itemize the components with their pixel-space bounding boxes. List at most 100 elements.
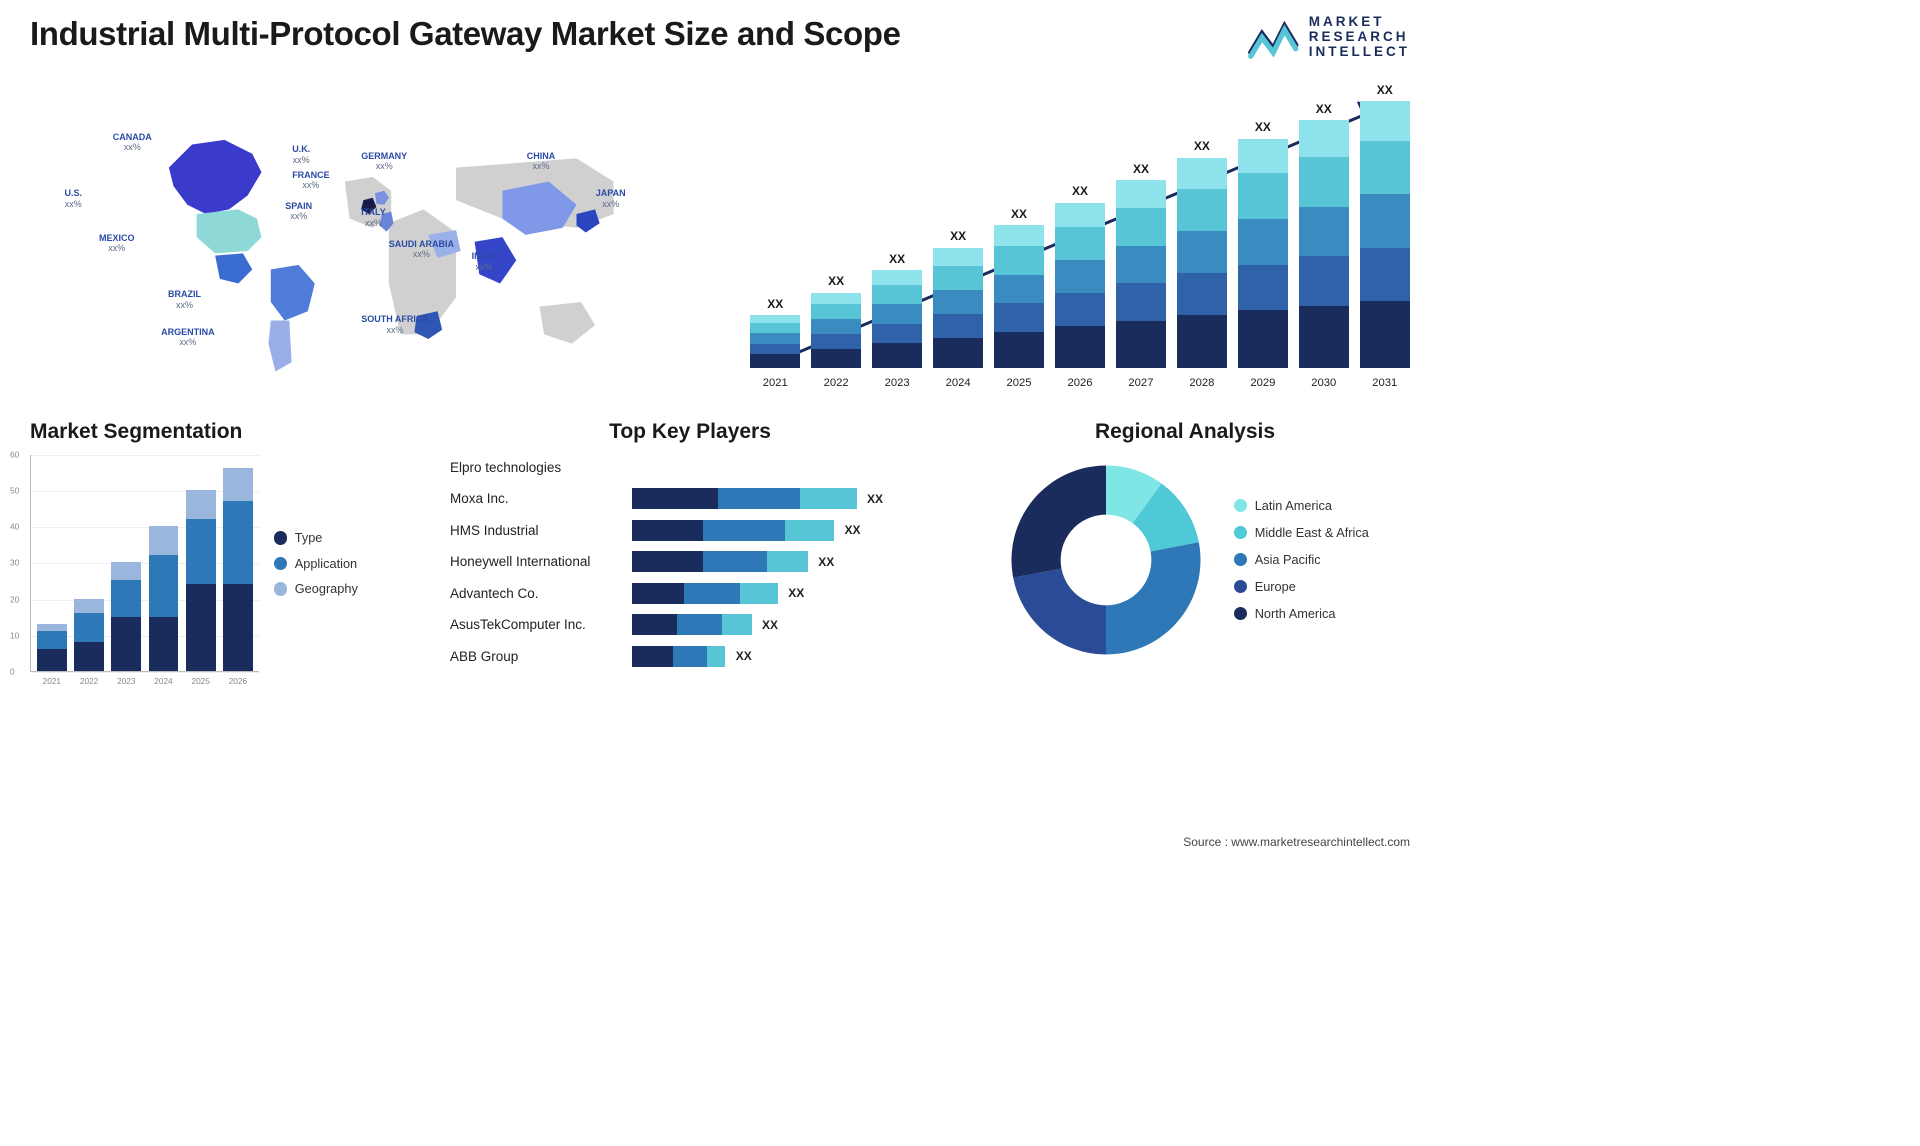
growth-bar-2022: XX2022	[811, 274, 861, 368]
segmentation-panel: Market Segmentation 01020304050602021202…	[30, 420, 420, 672]
player-value: XX	[736, 649, 752, 663]
player-name: Elpro technologies	[450, 460, 623, 475]
player-value: XX	[762, 618, 778, 632]
growth-bar-year: 2031	[1360, 377, 1410, 389]
legend-dot-icon	[1234, 607, 1248, 621]
legend-dot-icon	[1234, 499, 1248, 513]
growth-bar-year: 2028	[1177, 377, 1227, 389]
regional-legend-label: North America	[1255, 606, 1336, 621]
players-panel: Top Key Players Elpro technologiesMoxa I…	[450, 420, 930, 672]
player-name: AsusTekComputer Inc.	[450, 617, 623, 632]
growth-bar-seg	[1055, 326, 1105, 367]
seg-bar-seg	[111, 562, 141, 580]
player-bar-seg	[673, 646, 707, 667]
map-label-italy: ITALYxx%	[361, 207, 386, 228]
regional-legend-item: Europe	[1234, 579, 1369, 594]
seg-bar-seg	[186, 584, 216, 671]
growth-bar-seg	[872, 270, 922, 285]
seg-bar-year: 2025	[186, 677, 216, 686]
growth-bar-seg	[1299, 306, 1349, 368]
player-bar-wrap: XX	[632, 488, 931, 509]
growth-bar-seg	[872, 285, 922, 305]
regional-legend-label: Europe	[1255, 579, 1296, 594]
growth-bar-seg	[811, 349, 861, 368]
growth-bar-seg	[1116, 246, 1166, 284]
growth-bar-2028: XX2028	[1177, 139, 1227, 368]
seg-gridline	[31, 672, 259, 673]
regional-legend-item: Middle East & Africa	[1234, 525, 1369, 540]
seg-bar-2022: 2022	[74, 599, 104, 672]
legend-dot-icon	[274, 531, 288, 545]
growth-bar-seg	[1360, 248, 1410, 301]
seg-bar-seg	[74, 599, 104, 614]
player-bar-seg	[703, 551, 767, 572]
growth-bar-seg	[811, 334, 861, 349]
growth-bar-year: 2030	[1299, 377, 1349, 389]
player-bar-seg	[718, 488, 801, 509]
player-bar-seg	[684, 583, 740, 604]
map-label-brazil: BRAZILxx%	[168, 289, 201, 310]
player-bar	[632, 551, 808, 572]
growth-bar-seg	[933, 314, 983, 338]
seg-bar-2026: 2026	[223, 468, 253, 671]
map-region-argentina	[268, 321, 291, 372]
seg-bar-seg	[37, 649, 67, 671]
regional-legend-item: North America	[1234, 606, 1369, 621]
seg-bar-2021: 2021	[37, 624, 67, 671]
map-label-germany: GERMANYxx%	[361, 151, 407, 172]
player-bar-seg	[767, 551, 808, 572]
player-value: XX	[845, 523, 861, 537]
growth-bar-seg	[994, 246, 1044, 275]
logo-mark-icon	[1247, 15, 1300, 60]
growth-bar-seg	[1299, 256, 1349, 306]
seg-bar-seg	[223, 584, 253, 671]
regional-legend: Latin AmericaMiddle East & AfricaAsia Pa…	[1234, 498, 1369, 621]
player-bar-seg	[632, 520, 703, 541]
growth-bar-seg	[872, 304, 922, 324]
seg-bar-seg	[186, 519, 216, 584]
growth-bar-2030: XX2030	[1299, 102, 1349, 368]
growth-bar-seg	[1116, 321, 1166, 368]
player-bar-seg	[632, 488, 718, 509]
brand-logo: MARKET RESEARCH INTELLECT	[1247, 15, 1410, 60]
player-bar-wrap: XX	[632, 614, 931, 635]
map-label-spain: SPAINxx%	[285, 201, 312, 222]
growth-bar-seg	[1299, 207, 1349, 257]
legend-dot-icon	[274, 582, 288, 596]
growth-bar-2021: XX2021	[750, 297, 800, 368]
seg-legend-item: Application	[274, 556, 358, 571]
growth-bar-seg	[1116, 283, 1166, 321]
player-value: XX	[867, 492, 883, 506]
player-bar-seg	[785, 520, 834, 541]
seg-bar-2023: 2023	[111, 562, 141, 671]
growth-bar-value: XX	[1116, 162, 1166, 176]
growth-bar-value: XX	[872, 252, 922, 266]
seg-ytick: 50	[10, 486, 19, 495]
growth-bar-year: 2022	[811, 377, 861, 389]
regional-donut-chart	[1001, 455, 1211, 665]
seg-bar-seg	[186, 490, 216, 519]
player-bar-seg	[677, 614, 722, 635]
growth-bar-2027: XX2027	[1116, 162, 1166, 368]
growth-chart: XX2021XX2022XX2023XX2024XX2025XX2026XX20…	[750, 75, 1410, 390]
growth-bar-seg	[750, 333, 800, 344]
regional-panel: Regional Analysis Latin AmericaMiddle Ea…	[960, 420, 1410, 672]
growth-bar-value: XX	[933, 229, 983, 243]
seg-bar-seg	[149, 617, 179, 671]
growth-bar-year: 2025	[994, 377, 1044, 389]
growth-bar-seg	[1055, 203, 1105, 228]
seg-bar-year: 2021	[37, 677, 67, 686]
regional-legend-item: Asia Pacific	[1234, 552, 1369, 567]
growth-bar-seg	[1116, 208, 1166, 246]
page-title: Industrial Multi-Protocol Gateway Market…	[30, 15, 901, 53]
growth-bar-seg	[1177, 315, 1227, 368]
seg-legend-label: Geography	[295, 581, 358, 596]
seg-legend-item: Type	[274, 530, 358, 545]
growth-bar-seg	[994, 332, 1044, 368]
player-row: Honeywell InternationalXX	[450, 549, 930, 575]
map-label-japan: JAPANxx%	[596, 188, 626, 209]
map-label-canada: CANADAxx%	[113, 132, 152, 153]
seg-ytick: 10	[10, 631, 19, 640]
logo-line2: RESEARCH	[1309, 30, 1410, 45]
seg-bar-year: 2022	[74, 677, 104, 686]
